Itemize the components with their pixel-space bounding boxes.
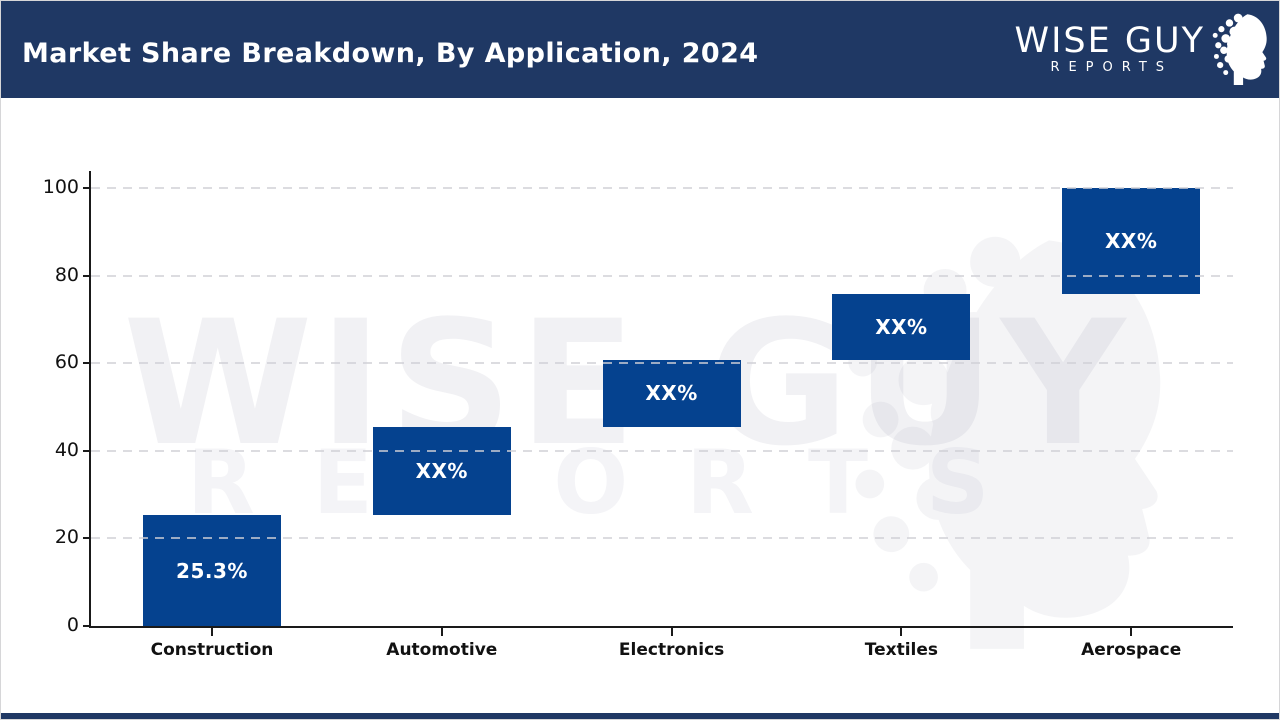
- bar-value-label: 25.3%: [176, 558, 248, 583]
- bar-aerospace: XX%: [1062, 188, 1201, 294]
- logo-wiseguy-text: WISE GUY: [1014, 20, 1205, 61]
- y-tick-label: 100: [42, 176, 79, 198]
- gridline-60: [91, 362, 1233, 365]
- x-category-label: Automotive: [386, 640, 498, 660]
- logo-head-icon: [1209, 7, 1271, 91]
- bar-textiles: XX%: [832, 293, 971, 360]
- y-tick-mark: [83, 449, 91, 452]
- logo-reports-text: REPORTS: [1050, 60, 1174, 76]
- bar-value-label: XX%: [645, 381, 698, 406]
- x-category-label: Electronics: [618, 640, 725, 660]
- x-tick-mark: [440, 628, 443, 636]
- x-axis-line: [89, 626, 1233, 628]
- gridline-40: [91, 449, 1233, 452]
- bar-construction: 25.3%: [143, 515, 281, 626]
- y-tick-mark: [83, 362, 91, 365]
- y-tick-mark: [83, 274, 91, 277]
- gridline-100: [91, 187, 1233, 189]
- bar-automotive: XX%: [372, 427, 511, 516]
- x-tick-mark: [211, 628, 213, 636]
- x-tick-mark: [670, 628, 673, 636]
- y-tick-label: 80: [54, 263, 79, 286]
- y-tick-label: 60: [54, 351, 79, 374]
- y-tick-label: 40: [54, 438, 79, 461]
- x-tick-mark: [1130, 628, 1133, 636]
- x-category-label: Construction: [150, 640, 274, 660]
- y-tick-label: 0: [66, 614, 79, 636]
- y-tick-mark: [83, 537, 91, 540]
- x-category-label: Textiles: [864, 640, 939, 660]
- footer-bar: [1, 713, 1279, 719]
- y-tick-mark: [83, 625, 91, 627]
- y-tick-label: 20: [54, 526, 79, 549]
- bar-value-label: XX%: [1104, 228, 1158, 253]
- header: Market Share Breakdown, By Application, …: [1, 1, 1279, 98]
- gridline-80: [91, 274, 1233, 277]
- bar-electronics: XX%: [602, 359, 741, 428]
- x-tick-mark: [900, 628, 903, 636]
- bar-value-label: XX%: [875, 314, 928, 339]
- y-axis-line: [89, 171, 91, 628]
- y-tick-mark: [83, 187, 91, 189]
- bar-value-label: XX%: [415, 459, 468, 484]
- page-title: Market Share Breakdown, By Application, …: [22, 38, 759, 69]
- gridline-20: [91, 537, 1233, 540]
- wise-guy-logo: WISE GUY REPORTS: [1014, 7, 1271, 91]
- x-category-label: Aerospace: [1081, 640, 1182, 660]
